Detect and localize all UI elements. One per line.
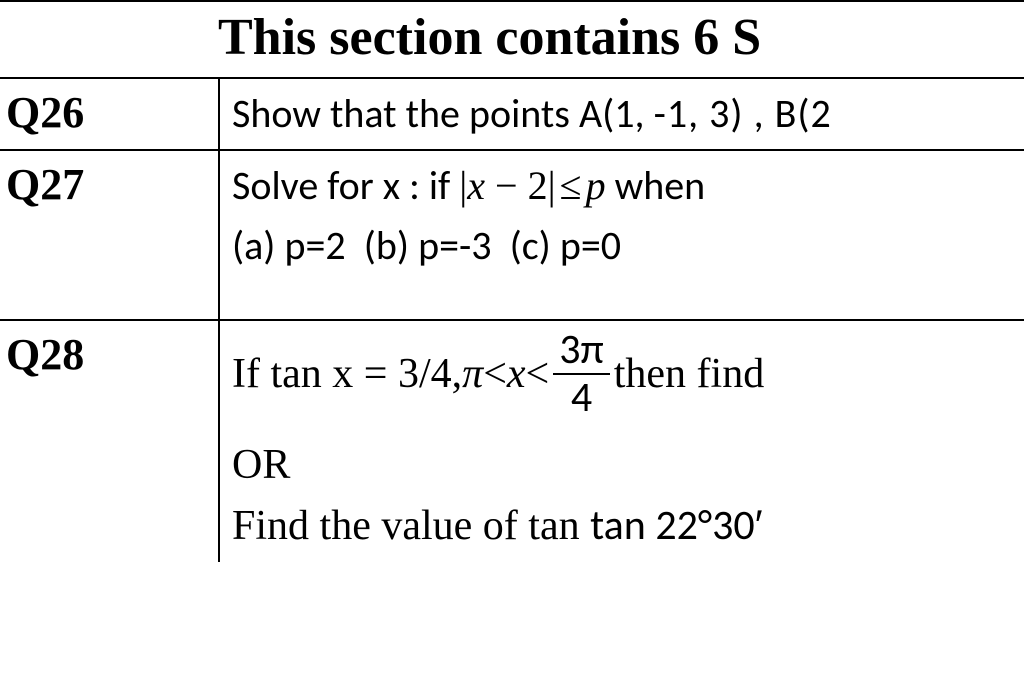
q27-minus2: − 2 [485, 163, 548, 208]
q27-content: Solve for x : if |x − 2|≤p when (a) p=2 … [218, 151, 1024, 319]
q28-then: then find [614, 346, 764, 403]
q27-p: p [586, 163, 606, 208]
q28-frac-den: 4 [553, 375, 610, 419]
section-header-row: This section contains 6 S [0, 2, 1024, 79]
q27-opt-b: (b) p=-3 [364, 221, 492, 270]
q27-prefix: Solve for x : if [232, 161, 459, 210]
q28-frac-num-text: 3π [559, 324, 604, 375]
q28-frac: 3π 4 [553, 329, 610, 419]
row-q28: Q28 If tan x = 3/4, π < x < 3π 4 then fi… [0, 321, 1024, 562]
q28-frac-den-text: 4 [571, 372, 592, 423]
q28-find: Find the value of tan [232, 503, 590, 549]
q27-spacer [232, 273, 1024, 311]
q27-opt-c: (c) p=0 [510, 221, 621, 270]
q28-content: If tan x = 3/4, π < x < 3π 4 then find O… [218, 321, 1024, 562]
q27-x: x [467, 163, 485, 208]
q26-text-a: Show that the points A(1, [232, 89, 645, 138]
q27-when: when [606, 161, 706, 210]
row-q27: Q27 Solve for x : if |x − 2|≤p when (a) … [0, 151, 1024, 321]
q27-line2: (a) p=2 (b) p=-3 (c) p=0 [232, 219, 1024, 273]
header-spacer [0, 2, 218, 77]
q27-label: Q27 [0, 151, 218, 319]
q27-opt-a: (a) p=2 [232, 221, 346, 270]
q28-line1: If tan x = 3/4, π < x < 3π 4 then find [232, 329, 1024, 419]
q26-text-b: -1, 3) , B(2 [654, 89, 832, 138]
section-header-text: This section contains 6 S [218, 9, 761, 66]
q27-abs-close: | [548, 163, 556, 208]
q28-if: If tan x = 3/4, [232, 346, 462, 403]
q28-or: OR [232, 437, 1024, 494]
q28-line3: Find the value of tan tan 22°30′ [232, 498, 1024, 555]
q28-lt1: < [483, 346, 507, 403]
q28-frac-num: 3π [553, 329, 610, 375]
section-header: This section contains 6 S [218, 2, 1024, 77]
question-table: This section contains 6 S Q26 Show that … [0, 0, 1024, 562]
q28-pi: π [462, 346, 483, 403]
q28-label: Q28 [0, 321, 218, 562]
q26-label: Q26 [0, 79, 218, 149]
q28-tan22: tan 22°30′ [590, 500, 763, 551]
q27-line1: Solve for x : if |x − 2|≤p when [232, 159, 1024, 213]
q26-content: Show that the points A(1, -1, 3) , B(2 [218, 79, 1024, 149]
q28-x: x [507, 346, 526, 403]
q28-lt2: < [526, 346, 550, 403]
row-q26: Q26 Show that the points A(1, -1, 3) , B… [0, 79, 1024, 151]
q27-le: ≤ [556, 163, 586, 208]
